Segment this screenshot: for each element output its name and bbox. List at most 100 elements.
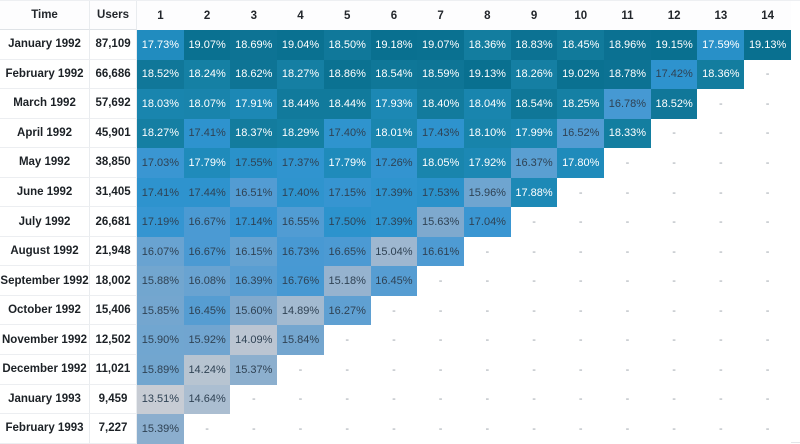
cohort-cell: 16.27% (323, 295, 371, 326)
cohort-cell-empty: - (604, 384, 651, 415)
cohort-cell: 16.45% (370, 266, 418, 296)
cohort-cell-empty: - (463, 355, 511, 385)
cohort-cell: 18.83% (510, 30, 558, 60)
cohort-cell-empty: - (697, 236, 745, 267)
cohort-cell-empty: - (744, 384, 791, 415)
cohort-cell-empty: - (417, 384, 464, 415)
cohort-time-label: October 1992 (0, 295, 91, 326)
cohort-cell: 17.59% (697, 30, 745, 60)
cohort-cell-empty: - (277, 355, 324, 385)
cohort-cell: 15.84% (277, 325, 324, 356)
cohort-cell: 17.39% (370, 207, 418, 237)
cohort-users-count: 18,002 (90, 266, 138, 296)
cohort-cell: 18.03% (137, 89, 184, 119)
column-header-period-4: 4 (277, 1, 324, 30)
cohort-cell: 17.14% (230, 207, 278, 237)
cohort-cell-empty: - (370, 355, 418, 385)
cohort-cell-empty: - (417, 325, 464, 356)
cohort-row: July 1992 26,681 17.19% 16.67% 17.14% 16.55% 1… (0, 207, 791, 237)
cohort-cell-empty: - (697, 148, 745, 178)
cohort-cell-empty: - (370, 295, 418, 326)
cohort-cell: 18.54% (370, 59, 418, 90)
cohort-cell: 15.96% (463, 177, 511, 208)
cohort-cell: 17.37% (277, 148, 324, 178)
cohort-row: January 1993 9,459 13.51% 14.64% - - - - - - - - - - -… (0, 384, 791, 415)
cohort-cell: 17.91% (230, 89, 278, 119)
cohort-cell: 17.41% (183, 118, 231, 149)
cohort-cell-empty: - (510, 325, 558, 356)
column-header-period-1: 1 (137, 1, 184, 30)
cohort-cell-empty: - (417, 266, 464, 296)
cohort-cell-empty: - (650, 384, 698, 415)
cohort-time-label: March 1992 (0, 89, 91, 119)
cohort-cell: 16.76% (277, 266, 324, 296)
cohort-time-label: April 1992 (0, 118, 91, 149)
cohort-cell: 18.04% (463, 89, 511, 119)
cohort-cell: 19.13% (744, 30, 791, 60)
cohort-time-label: November 1992 (0, 325, 91, 356)
cohort-cell-empty: - (650, 325, 698, 356)
cohort-cell: 18.69% (230, 30, 278, 60)
cohort-cell-empty: - (463, 384, 511, 415)
cohort-cell-empty: - (604, 148, 651, 178)
cohort-cell: 18.10% (463, 118, 511, 149)
column-header-period-7: 7 (417, 1, 464, 30)
cohort-cell-empty: - (557, 355, 605, 385)
cohort-cell: 16.67% (183, 207, 231, 237)
cohort-cell: 16.55% (277, 207, 324, 237)
cohort-cell-empty: - (744, 148, 791, 178)
cohort-cell-empty: - (604, 295, 651, 326)
cohort-cell: 15.90% (137, 325, 184, 356)
cohort-users-count: 66,686 (90, 59, 138, 90)
cohort-cell: 16.45% (183, 295, 231, 326)
cohort-cell-empty: - (650, 236, 698, 267)
cohort-cell-empty: - (697, 207, 745, 237)
column-header-users: Users (90, 1, 138, 30)
cohort-cell-empty: - (697, 414, 745, 444)
cohort-cell: 18.29% (277, 118, 324, 149)
cohort-cell: 17.79% (323, 148, 371, 178)
cohort-cell-empty: - (463, 414, 511, 444)
cohort-cell: 14.64% (183, 384, 231, 415)
cohort-cell-empty: - (557, 266, 605, 296)
cohort-cell-empty: - (370, 414, 418, 444)
cohort-cell: 16.07% (137, 236, 184, 267)
cohort-cell: 18.78% (604, 59, 651, 90)
cohort-cell-empty: - (277, 384, 324, 415)
cohort-row: September 1992 18,002 15.88% 16.08% 16.39% 16… (0, 266, 791, 296)
cohort-time-label: May 1992 (0, 148, 91, 178)
cohort-cell-empty: - (323, 355, 371, 385)
cohort-cell-empty: - (463, 236, 511, 267)
cohort-cell: 15.63% (417, 207, 464, 237)
cohort-cell-empty: - (557, 207, 605, 237)
cohort-cell-empty: - (650, 355, 698, 385)
cohort-cell-empty: - (510, 236, 558, 267)
cohort-cell: 16.67% (183, 236, 231, 267)
cohort-cell-empty: - (744, 59, 791, 90)
cohort-cell: 17.44% (183, 177, 231, 208)
cohort-cell-empty: - (744, 118, 791, 149)
cohort-cell: 15.60% (230, 295, 278, 326)
cohort-cell: 16.08% (183, 266, 231, 296)
cohort-cell: 19.07% (417, 30, 464, 60)
cohort-row: May 1992 38,850 17.03% 17.79% 17.55% 17.37% 17… (0, 148, 791, 178)
cohort-cell-empty: - (697, 325, 745, 356)
cohort-cell-empty: - (604, 355, 651, 385)
cohort-cell: 18.50% (323, 30, 371, 60)
cohort-cell-empty: - (277, 414, 324, 444)
cohort-cell: 19.18% (370, 30, 418, 60)
cohort-cell: 18.86% (323, 59, 371, 90)
cohort-time-label: January 1993 (0, 384, 91, 415)
cohort-cell-empty: - (510, 355, 558, 385)
cohort-cell: 18.52% (650, 89, 698, 119)
cohort-cell: 14.09% (230, 325, 278, 356)
cohort-cell: 17.41% (137, 177, 184, 208)
cohort-cell-empty: - (697, 177, 745, 208)
cohort-cell-empty: - (604, 414, 651, 444)
column-header-period-14: 14 (744, 1, 791, 30)
cohort-cell-empty: - (650, 118, 698, 149)
cohort-users-count: 11,021 (90, 355, 138, 385)
cohort-cell-empty: - (604, 325, 651, 356)
cohort-cell: 18.24% (183, 59, 231, 90)
